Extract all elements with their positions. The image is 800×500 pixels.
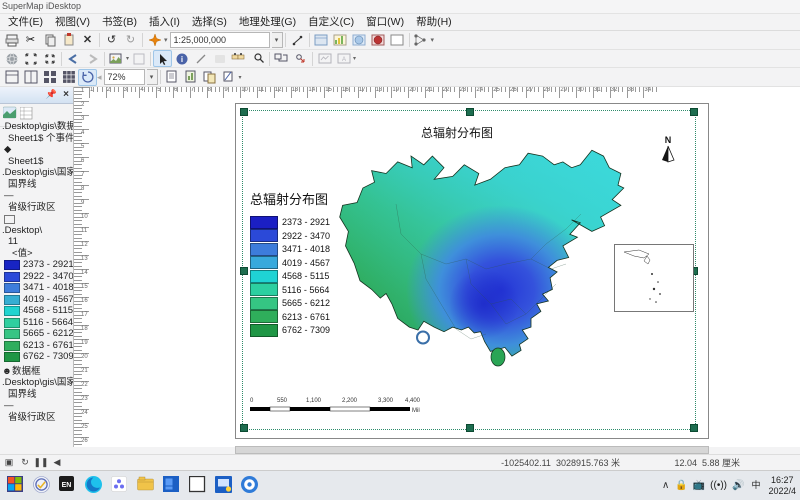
svg-text:550: 550 (277, 398, 288, 404)
svg-text:1,100: 1,100 (306, 398, 322, 404)
svg-text:N: N (665, 135, 672, 145)
svg-text:0: 0 (250, 398, 254, 404)
svg-text:A: A (342, 57, 346, 63)
svg-text:i: i (180, 55, 182, 64)
svg-text:4,400: 4,400 (405, 398, 420, 404)
svg-text:3,300: 3,300 (378, 398, 394, 404)
svg-text:2,200: 2,200 (342, 398, 358, 404)
svg-text:Miles: Miles (412, 408, 420, 414)
svg-text:EN: EN (62, 482, 72, 489)
